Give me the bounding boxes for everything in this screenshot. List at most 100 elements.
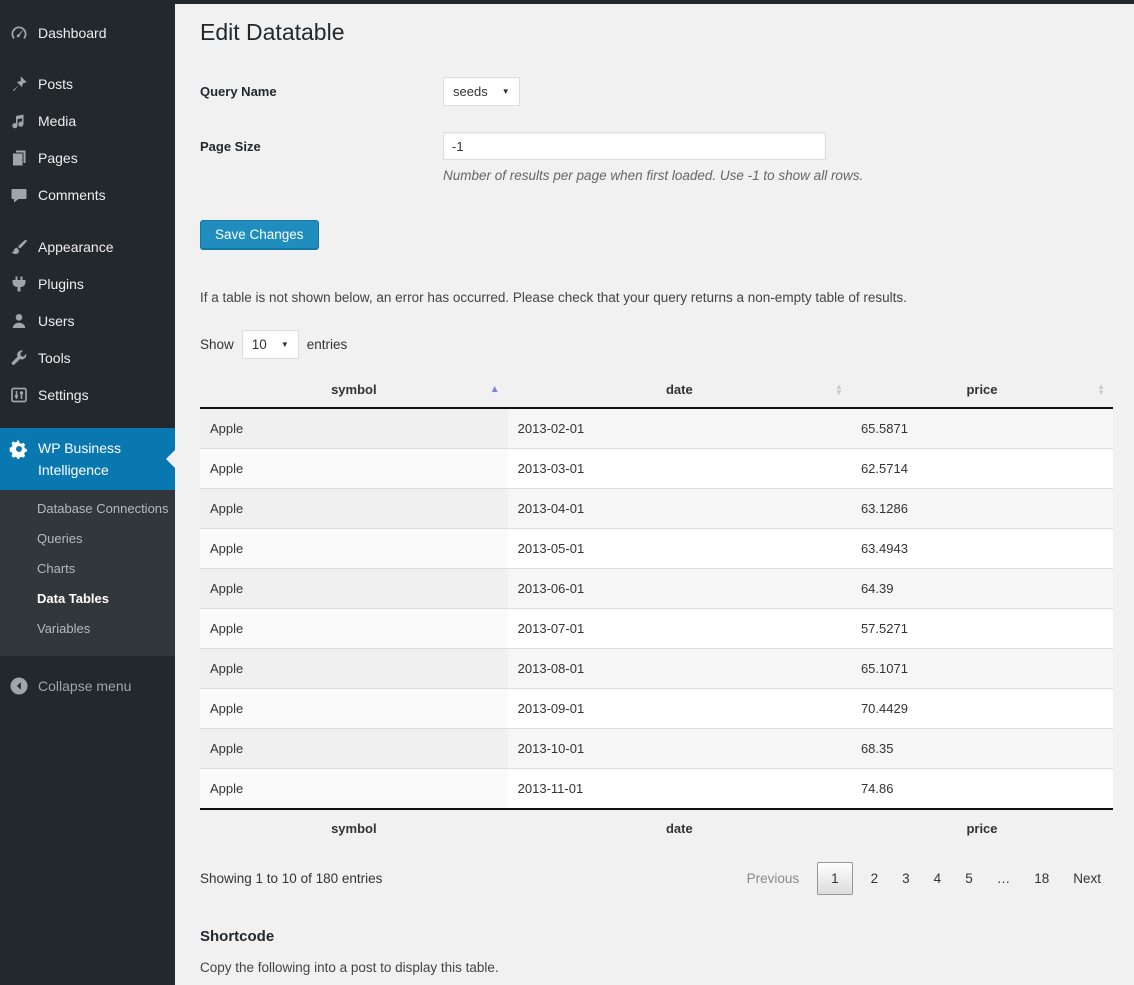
submenu-item-queries[interactable]: Queries bbox=[37, 531, 83, 546]
plugin-icon bbox=[9, 274, 29, 294]
column-header-symbol[interactable]: symbol ▲ bbox=[200, 372, 508, 409]
cell-symbol: Apple bbox=[200, 648, 508, 689]
table-info-text: Showing 1 to 10 of 180 entries bbox=[200, 871, 383, 886]
shortcode-heading: Shortcode bbox=[200, 928, 275, 945]
cell-date: 2013-06-01 bbox=[507, 568, 851, 609]
pagination: Previous 1 2 3 4 5 … 18 Next bbox=[735, 862, 1113, 895]
admin-sidebar: Dashboard Posts Media Pages Comments Appearan… bbox=[0, 0, 175, 985]
column-footer-price: price bbox=[850, 808, 1113, 847]
cell-symbol: Apple bbox=[200, 407, 508, 449]
results-datatable: symbol ▲ date ▲ ▼ price ▲ ▼ Apple 2013-02-01 65.5… bbox=[200, 372, 1113, 847]
submenu-item-data-tables[interactable]: Data Tables bbox=[37, 591, 110, 606]
collapse-menu-label: Collapse menu bbox=[38, 678, 132, 694]
sidebar-item-dashboard[interactable]: Dashboard bbox=[0, 16, 175, 50]
column-footer-date: date bbox=[507, 808, 851, 847]
table-row: Apple 2013-04-01 63.1286 bbox=[200, 488, 1113, 529]
pagination-page-2[interactable]: 2 bbox=[870, 871, 879, 886]
cell-price: 68.35 bbox=[850, 728, 1113, 769]
sidebar-item-label: WP Business Intelligence bbox=[38, 440, 121, 478]
column-footer-symbol: symbol bbox=[200, 808, 508, 847]
cell-date: 2013-10-01 bbox=[507, 728, 851, 769]
page-size-label: Page Size bbox=[200, 139, 261, 154]
cell-symbol: Apple bbox=[200, 728, 508, 769]
chevron-down-icon: ▼ bbox=[280, 340, 289, 349]
submenu-item-database-connections[interactable]: Database Connections bbox=[37, 501, 169, 516]
sidebar-item-label: Pages bbox=[38, 149, 78, 166]
sidebar-item-appearance[interactable]: Appearance bbox=[0, 228, 175, 265]
shortcode-description: Copy the following into a post to displa… bbox=[200, 960, 499, 975]
sort-ascending-icon: ▲ bbox=[489, 383, 500, 395]
sidebar-item-posts[interactable]: Posts bbox=[0, 65, 175, 102]
page-length-select[interactable]: 10 ▼ bbox=[241, 330, 299, 359]
sidebar-item-label: Users bbox=[38, 312, 75, 329]
pagination-page-18[interactable]: 18 bbox=[1034, 871, 1050, 886]
pin-icon bbox=[9, 74, 29, 94]
column-header-price[interactable]: price ▲ ▼ bbox=[850, 372, 1113, 409]
cell-date: 2013-11-01 bbox=[507, 768, 851, 809]
sidebar-item-media[interactable]: Media bbox=[0, 102, 175, 139]
pagination-next-button[interactable]: Next bbox=[1073, 871, 1101, 886]
table-row: Apple 2013-03-01 62.5714 bbox=[200, 448, 1113, 489]
save-changes-button[interactable]: Save Changes bbox=[200, 220, 319, 250]
wrench-icon bbox=[9, 348, 29, 368]
cell-date: 2013-07-01 bbox=[507, 608, 851, 649]
table-row: Apple 2013-08-01 65.1071 bbox=[200, 648, 1113, 689]
cell-price: 63.4943 bbox=[850, 528, 1113, 569]
chevron-down-icon: ▼ bbox=[501, 87, 510, 96]
page-length-value: 10 bbox=[251, 337, 267, 352]
table-row: Apple 2013-05-01 63.4943 bbox=[200, 528, 1113, 569]
cell-symbol: Apple bbox=[200, 528, 508, 569]
sidebar-item-pages[interactable]: Pages bbox=[0, 139, 175, 176]
cell-price: 57.5271 bbox=[850, 608, 1113, 649]
cell-price: 64.39 bbox=[850, 568, 1113, 609]
pagination-page-4[interactable]: 4 bbox=[933, 871, 942, 886]
pagination-ellipsis: … bbox=[996, 871, 1011, 886]
sort-both-icon: ▲ ▼ bbox=[835, 381, 843, 397]
sidebar-item-comments[interactable]: Comments bbox=[0, 176, 175, 213]
cell-date: 2013-03-01 bbox=[507, 448, 851, 489]
sidebar-item-users[interactable]: Users bbox=[0, 302, 175, 339]
cell-price: 62.5714 bbox=[850, 448, 1113, 489]
submenu-item-variables[interactable]: Variables bbox=[37, 621, 91, 636]
table-error-notice: If a table is not shown below, an error … bbox=[200, 290, 907, 305]
pages-icon bbox=[9, 148, 29, 168]
sidebar-item-plugins[interactable]: Plugins bbox=[0, 265, 175, 302]
comments-icon bbox=[9, 185, 29, 205]
pagination-previous-button[interactable]: Previous bbox=[746, 871, 800, 886]
query-name-select[interactable]: seeds ▼ bbox=[443, 77, 520, 106]
sidebar-item-wp-business-intelligence[interactable]: WP Business Intelligence bbox=[0, 428, 175, 490]
submenu-item-charts[interactable]: Charts bbox=[37, 561, 76, 576]
pagination-page-3[interactable]: 3 bbox=[902, 871, 910, 886]
cell-symbol: Apple bbox=[200, 608, 508, 649]
sliders-icon bbox=[9, 385, 29, 405]
cell-symbol: Apple bbox=[200, 768, 508, 809]
cell-symbol: Apple bbox=[200, 688, 508, 729]
gear-icon bbox=[9, 439, 29, 459]
table-row: Apple 2013-09-01 70.4429 bbox=[200, 688, 1113, 729]
sidebar-item-label: Dashboard bbox=[38, 25, 107, 41]
cell-date: 2013-05-01 bbox=[507, 528, 851, 569]
wpbi-submenu: Database Connections Queries Charts Data Ta… bbox=[0, 490, 175, 656]
sidebar-item-label: Plugins bbox=[38, 275, 84, 292]
cell-symbol: Apple bbox=[200, 488, 508, 529]
entries-label: entries bbox=[306, 337, 348, 352]
cell-symbol: Apple bbox=[200, 448, 508, 489]
pagination-page-1[interactable]: 1 bbox=[817, 862, 853, 895]
collapse-menu-button[interactable]: Collapse menu bbox=[0, 669, 175, 703]
sidebar-item-settings[interactable]: Settings bbox=[0, 376, 175, 413]
brush-icon bbox=[9, 237, 29, 257]
sidebar-menu: Dashboard Posts Media Pages Comments Appearan… bbox=[0, 16, 175, 490]
cell-date: 2013-04-01 bbox=[507, 488, 851, 529]
cell-date: 2013-02-01 bbox=[507, 407, 851, 449]
sidebar-item-tools[interactable]: Tools bbox=[0, 339, 175, 376]
cell-date: 2013-09-01 bbox=[507, 688, 851, 729]
cell-symbol: Apple bbox=[200, 568, 508, 609]
main-content: Edit Datatable Query Name seeds ▼ Page S… bbox=[175, 0, 1134, 985]
page-size-input[interactable] bbox=[443, 132, 826, 160]
cell-price: 65.1071 bbox=[850, 648, 1113, 689]
admin-bar-remnant bbox=[0, 0, 1134, 4]
sidebar-item-label: Media bbox=[38, 112, 77, 129]
column-header-date[interactable]: date ▲ ▼ bbox=[507, 372, 851, 409]
pagination-page-5[interactable]: 5 bbox=[965, 871, 973, 886]
sidebar-item-label: Appearance bbox=[38, 238, 114, 255]
